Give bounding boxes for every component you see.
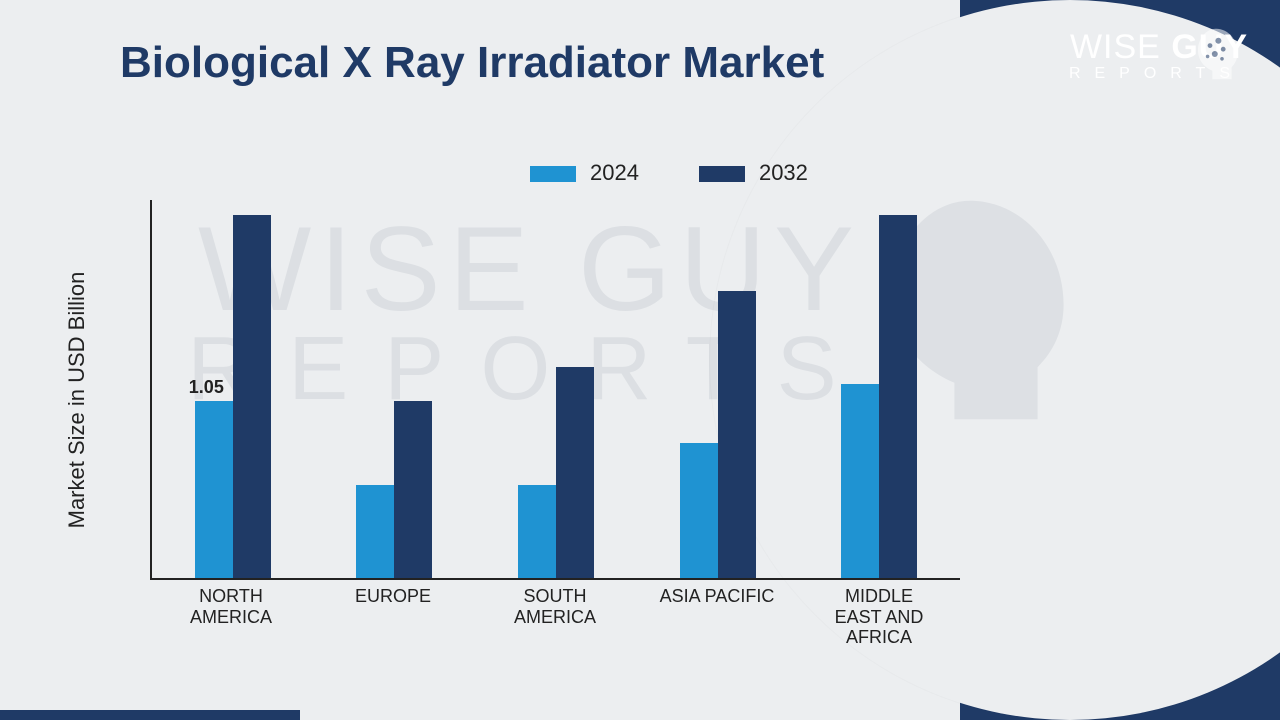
- bar-groups: 1.05: [152, 200, 960, 578]
- bar-group: 1.05: [195, 215, 271, 578]
- bar-2024: [356, 485, 394, 578]
- bar-group: [356, 401, 432, 578]
- category-label: EUROPE: [333, 586, 453, 648]
- category-label: SOUTH AMERICA: [495, 586, 615, 648]
- category-label: NORTH AMERICA: [171, 586, 291, 648]
- bar-group: [680, 291, 756, 578]
- category-labels: NORTH AMERICA EUROPE SOUTH AMERICA ASIA PAC…: [150, 586, 960, 648]
- bar-2024: [841, 384, 879, 578]
- bar-2032: [394, 401, 432, 578]
- bar-2032: [556, 367, 594, 578]
- brand-logo: WISE GUY REPORTS: [1069, 28, 1248, 83]
- brand-word1: WISE: [1070, 28, 1161, 66]
- chart-title: Biological X Ray Irradiator Market: [120, 38, 824, 88]
- bar-2032: [718, 291, 756, 578]
- legend-item-2024: 2024: [530, 160, 639, 186]
- y-axis-label: Market Size in USD Billion: [64, 220, 90, 580]
- category-label: MIDDLE EAST AND AFRICA: [819, 586, 939, 648]
- page: WISE GUY REPORTS Biological X Ray Irradi…: [0, 0, 1280, 720]
- legend: 2024 2032: [530, 160, 808, 186]
- footer-accent-bar: [0, 710, 300, 720]
- category-label: ASIA PACIFIC: [657, 586, 777, 648]
- legend-swatch-2024: [530, 166, 576, 182]
- legend-item-2032: 2032: [699, 160, 808, 186]
- plot-area: 1.05: [150, 200, 960, 580]
- bar-2032: [879, 215, 917, 578]
- bar-group: [518, 367, 594, 578]
- bar-chart: 2024 2032 Market Size in USD Billion 1.0…: [60, 160, 980, 680]
- bar-2024: [518, 485, 556, 578]
- bar-2024: [680, 443, 718, 578]
- bar-2024: 1.05: [195, 401, 233, 578]
- legend-swatch-2032: [699, 166, 745, 182]
- bar-2032: [233, 215, 271, 578]
- legend-label-2024: 2024: [590, 160, 639, 185]
- legend-label-2032: 2032: [759, 160, 808, 185]
- bar-group: [841, 215, 917, 578]
- bar-value-label: 1.05: [189, 377, 224, 398]
- brand-head-icon: [1186, 24, 1246, 84]
